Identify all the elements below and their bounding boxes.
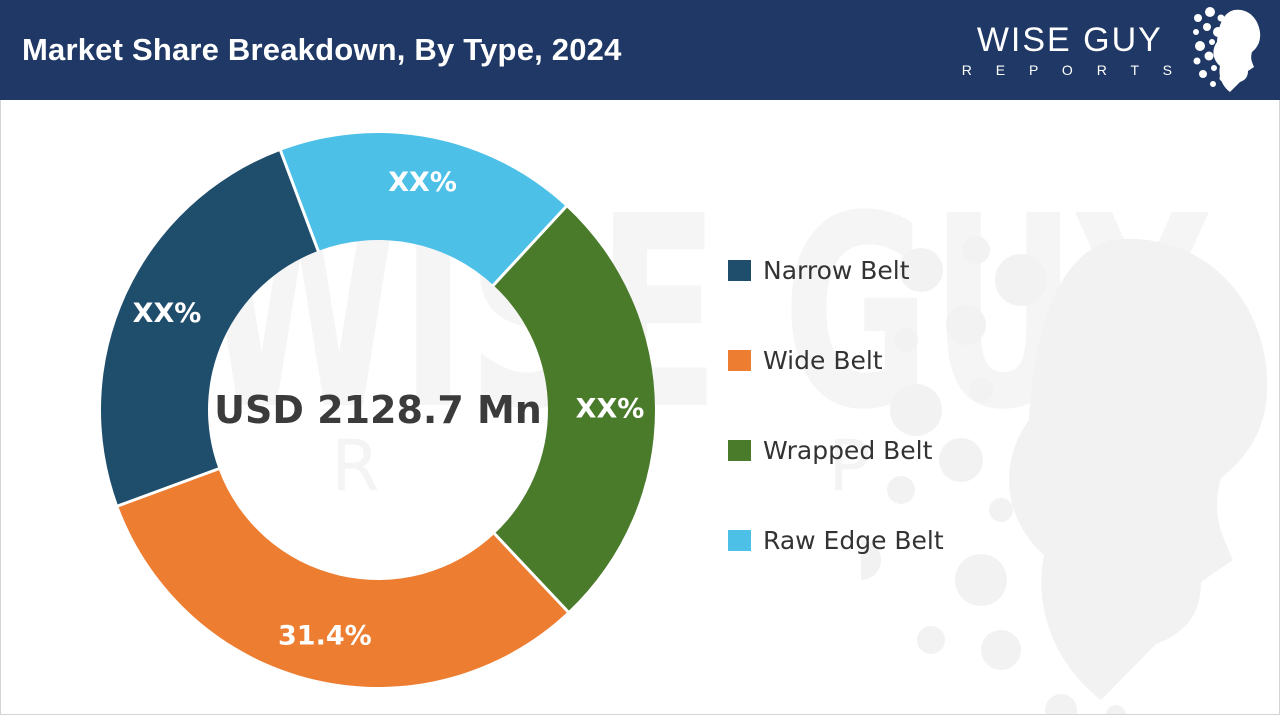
legend-item-wide-belt: Wide Belt (728, 334, 944, 386)
legend-item-wrapped-belt: Wrapped Belt (728, 424, 944, 476)
page-title: Market Share Breakdown, By Type, 2024 (22, 32, 622, 67)
legend-swatch-raw-edge-belt (728, 529, 751, 551)
donut-segment-raw-edge-belt (280, 133, 567, 286)
segment-value-label: XX% (576, 393, 645, 424)
legend-label: Wrapped Belt (763, 435, 933, 465)
brand-logo: WISE GUY R E P O R T S (958, 0, 1262, 100)
brand-logo-text: WISE GUY R E P O R T S (958, 23, 1182, 77)
face-profile-icon (1193, 7, 1261, 93)
legend-label: Raw Edge Belt (763, 525, 944, 555)
legend-label: Wide Belt (763, 345, 883, 375)
header-bar: Market Share Breakdown, By Type, 2024 WI… (0, 0, 1280, 100)
segment-value-label: 31.4% (278, 620, 372, 651)
segment-separator (491, 204, 568, 287)
donut-segment-wide-belt (118, 468, 568, 688)
segment-separator (492, 532, 570, 614)
donut-center-value: USD 2128.7 Mn (214, 388, 542, 432)
legend-swatch-wrapped-belt (728, 439, 751, 461)
legend-label: Narrow Belt (763, 255, 910, 285)
brand-subname: R E P O R T S (961, 62, 1182, 78)
legend-item-narrow-belt: Narrow Belt (728, 244, 944, 296)
segment-value-label: XX% (388, 167, 457, 198)
donut-segment-narrow-belt (100, 150, 319, 506)
segment-separator (116, 467, 220, 508)
legend-swatch-wide-belt (728, 349, 751, 371)
brand-name: WISE GUY (976, 21, 1163, 59)
legend-swatch-narrow-belt (728, 259, 751, 281)
segment-value-label: XX% (133, 298, 202, 329)
donut-segment-wrapped-belt (493, 206, 655, 612)
segment-separator (278, 149, 320, 253)
chart-legend: Narrow Belt Wide Belt Wrapped Belt Raw E… (728, 244, 944, 566)
legend-item-raw-edge-belt: Raw Edge Belt (728, 514, 944, 566)
